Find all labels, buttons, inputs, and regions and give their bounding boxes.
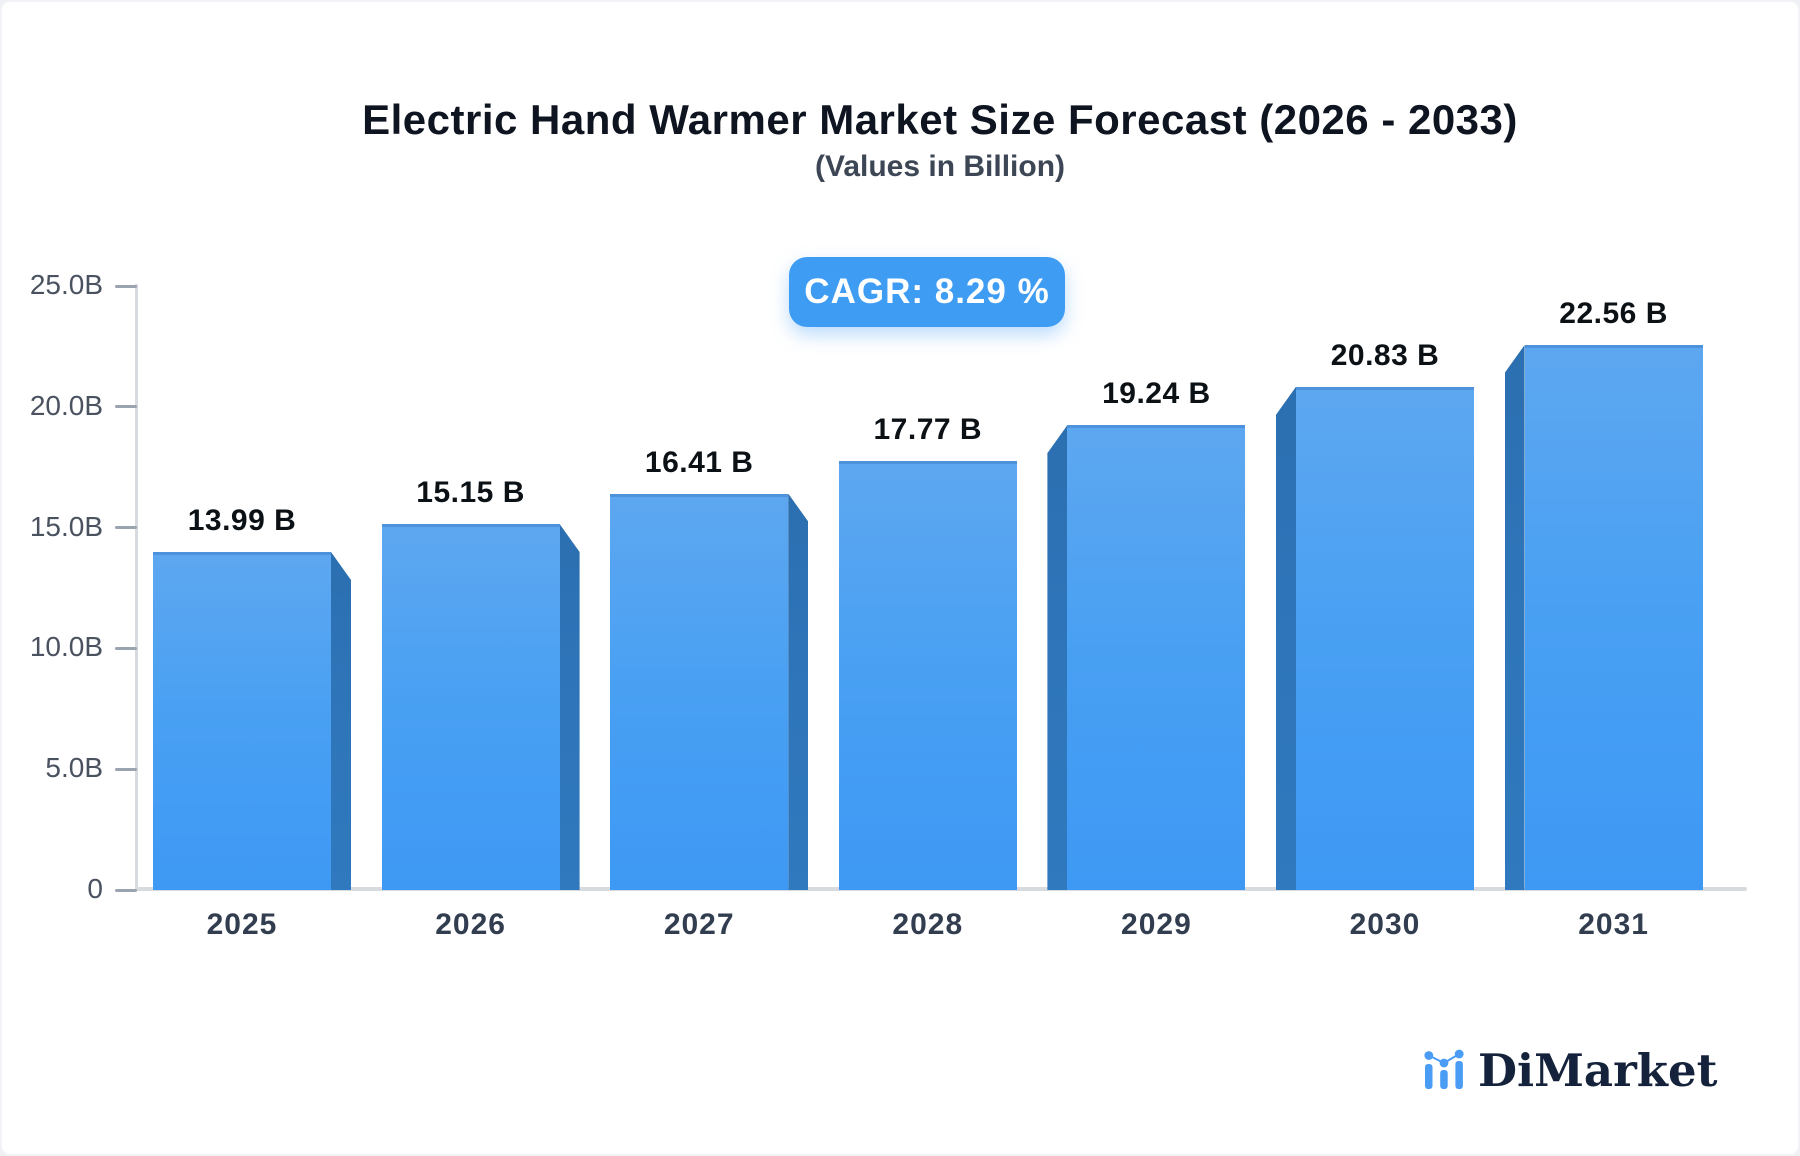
y-tick-dash [115,284,137,288]
cagr-badge: CAGR: 8.29 % [789,257,1065,327]
y-tick-dash [115,767,137,771]
y-tick-label: 5.0B [45,752,103,784]
bar-value-label: 15.15 B [416,475,525,509]
bar [610,493,789,890]
bar [1524,344,1703,890]
y-tick-dash [115,526,137,530]
y-axis-line [135,284,138,890]
bar [1067,425,1246,890]
bar-3d-side-face [1504,344,1525,890]
brand-name: DiMarket [1478,1043,1718,1097]
bar [838,460,1017,890]
bar-3d-side-face [1047,425,1068,890]
x-tick-label: 2026 [435,908,506,941]
x-tick-label: 2031 [1578,908,1649,941]
bar-value-label: 20.83 B [1330,338,1440,372]
y-tick-dash [115,888,137,892]
x-tick-label: 2028 [892,908,964,941]
y-tick-label: 25.0B [29,269,103,300]
chart-subtitle: (Values in Billion) [814,150,1066,183]
bar-value-label: 22.56 B [1559,296,1668,330]
bar [153,552,331,890]
bar-value-label: 13.99 B [187,504,297,537]
bar-value-label: 17.77 B [873,412,983,446]
x-tick-label: 2027 [663,908,735,941]
bar-value-label: 19.24 B [1102,377,1211,411]
bar-3d-side-face [1276,386,1296,890]
x-tick-label: 2025 [206,908,278,941]
brand-logo: DiMarket [1422,1046,1717,1094]
x-tick-label: 2030 [1349,908,1421,941]
bar [1296,386,1474,890]
bar [381,523,560,890]
chart-title: Electric Hand Warmer Market Size Forecas… [362,96,1518,143]
y-tick-dash [115,646,137,650]
bar-3d-side-face [331,552,351,890]
x-tick-label: 2029 [1121,908,1192,941]
y-tick-label: 20.0B [29,389,103,421]
bar-value-label: 16.41 B [644,445,754,479]
y-tick-label: 15.0B [29,510,103,542]
y-tick-label: 0 [87,873,103,904]
y-tick-label: 10.0B [29,631,103,663]
bar-chart-logo-icon [1424,1049,1464,1089]
bar-3d-side-face [559,523,580,890]
y-tick-dash [115,405,137,409]
bar-3d-side-face [788,493,809,890]
